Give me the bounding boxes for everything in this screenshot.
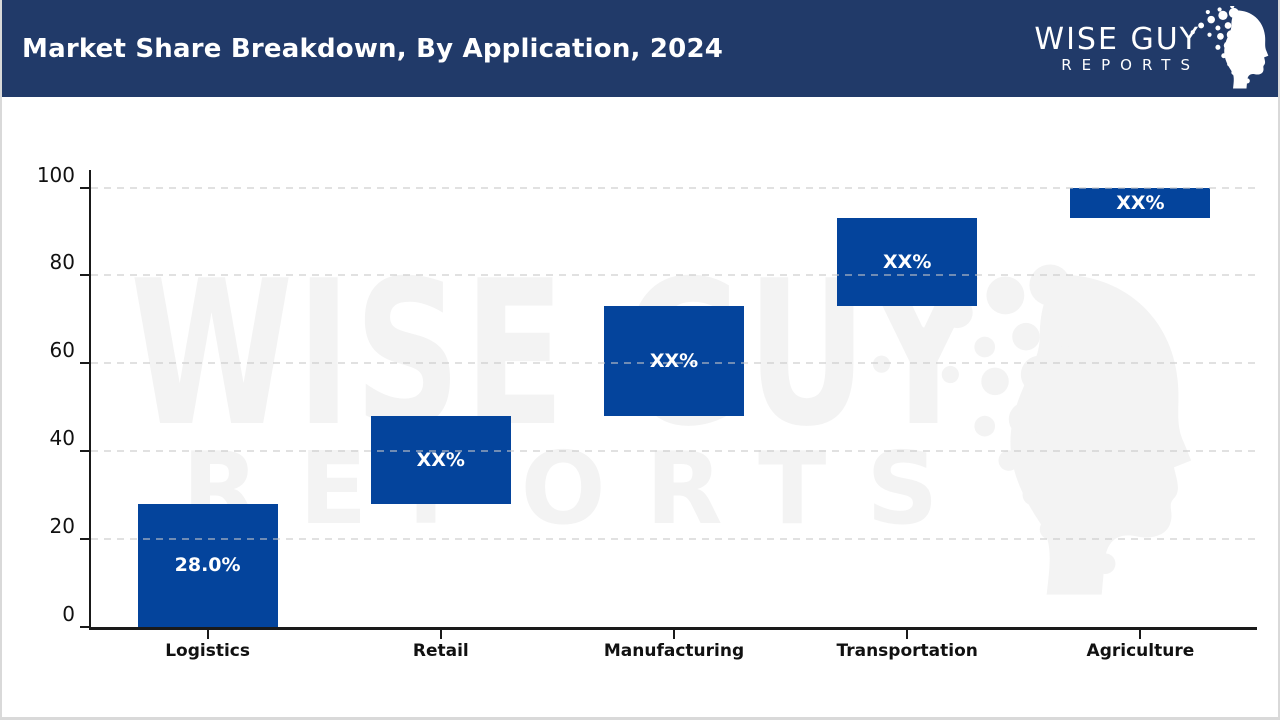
gridline-20: [91, 538, 1257, 541]
page-title: Market Share Breakdown, By Application, …: [22, 33, 724, 64]
y-axis-spine: [89, 170, 91, 627]
gridline-40: [91, 450, 1257, 453]
x-category-label: Retail: [412, 641, 469, 661]
y-tick-40: [80, 450, 89, 453]
x-category-label: Logistics: [165, 641, 250, 661]
bar-value-label: XX%: [649, 350, 699, 373]
y-tick-20: [80, 538, 89, 541]
bar-transportation: [837, 218, 978, 307]
y-tick-label-20: 20: [49, 514, 75, 539]
y-tick-100: [80, 186, 89, 189]
x-axis-spine: [89, 627, 1257, 630]
x-category-label: Agriculture: [1086, 641, 1195, 661]
plot: 0 20 40 60 80 100 28.0% Logistics XX% Retail XX% Ma…: [37, 163, 1257, 661]
wise-guy-reports-logo: WISE GUY REPORTS: [1034, 4, 1270, 94]
y-tick-label-60: 60: [49, 338, 75, 363]
x-tick-manufacturing: [673, 630, 675, 639]
y-tick-label-80: 80: [49, 250, 75, 275]
bar-value-label: 28.0%: [174, 554, 241, 577]
y-tick-0: [80, 626, 89, 628]
x-tick-logistics: [206, 630, 209, 639]
y-tick-60: [80, 362, 89, 365]
x-tick-agriculture: [1139, 630, 1142, 639]
bar-retail: [370, 416, 511, 504]
gridline-100: [91, 186, 1257, 189]
logo-wordmark: WISE GUY: [1034, 22, 1200, 57]
bar-value-label: XX%: [883, 251, 932, 274]
x-category-label: Transportation: [836, 641, 978, 661]
gridline-60: [91, 362, 1257, 365]
bar-manufacturing: [604, 306, 744, 417]
y-tick-label-40: 40: [49, 426, 75, 451]
bar-value-label: XX%: [1116, 191, 1165, 214]
y-tick-label-100: 100: [36, 162, 75, 187]
y-tick-label-0: 0: [62, 602, 75, 626]
chart-area: WISE GUY REPORTS: [2, 97, 1278, 717]
x-tick-transportation: [906, 630, 909, 639]
logo-text: WISE GUY REPORTS: [1034, 22, 1200, 75]
x-category-label: Manufacturing: [603, 641, 745, 661]
gridline-80: [91, 274, 1257, 277]
x-tick-retail: [439, 630, 442, 639]
bar-value-label: XX%: [416, 449, 465, 472]
logo-subtitle: REPORTS: [1061, 56, 1200, 74]
dotted-head-icon: [1190, 6, 1269, 89]
y-tick-80: [80, 274, 89, 277]
header: Market Share Breakdown, By Application, …: [2, 0, 1278, 97]
bar-logistics: [137, 503, 278, 627]
bar-agriculture: [1070, 187, 1211, 219]
